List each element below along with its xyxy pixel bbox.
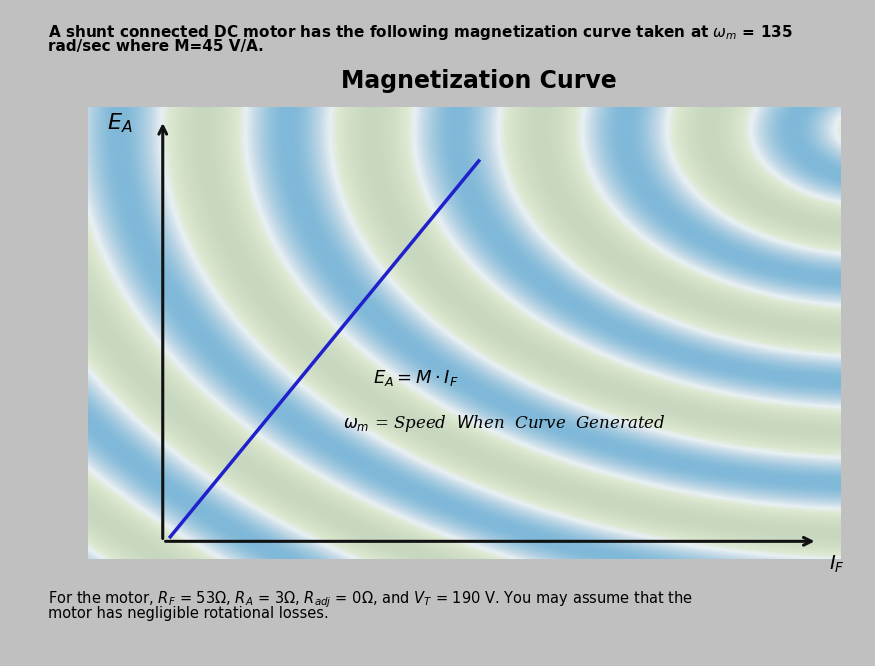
Text: For the motor, $R_F$ = 53$\Omega$, $R_A$ = 3$\Omega$, $R_{adj}$ = 0$\Omega$, and: For the motor, $R_F$ = 53$\Omega$, $R_A$… <box>48 589 693 610</box>
Text: rad/sec where M=45 V/A.: rad/sec where M=45 V/A. <box>48 39 264 54</box>
Text: $E_A$: $E_A$ <box>107 111 133 135</box>
Text: $\omega_m$ = Speed  $\mathit{W}$hen  Curve  Generated: $\omega_m$ = Speed $\mathit{W}$hen Curve… <box>343 413 666 434</box>
Text: A shunt connected DC motor has the following magnetization curve taken at $\omeg: A shunt connected DC motor has the follo… <box>48 23 793 43</box>
Text: Magnetization Curve: Magnetization Curve <box>341 69 617 93</box>
Text: $E_A = M \cdot I_F$: $E_A = M \cdot I_F$ <box>374 368 459 388</box>
Text: motor has negligible rotational losses.: motor has negligible rotational losses. <box>48 606 329 621</box>
Text: $I_F$: $I_F$ <box>829 553 844 575</box>
